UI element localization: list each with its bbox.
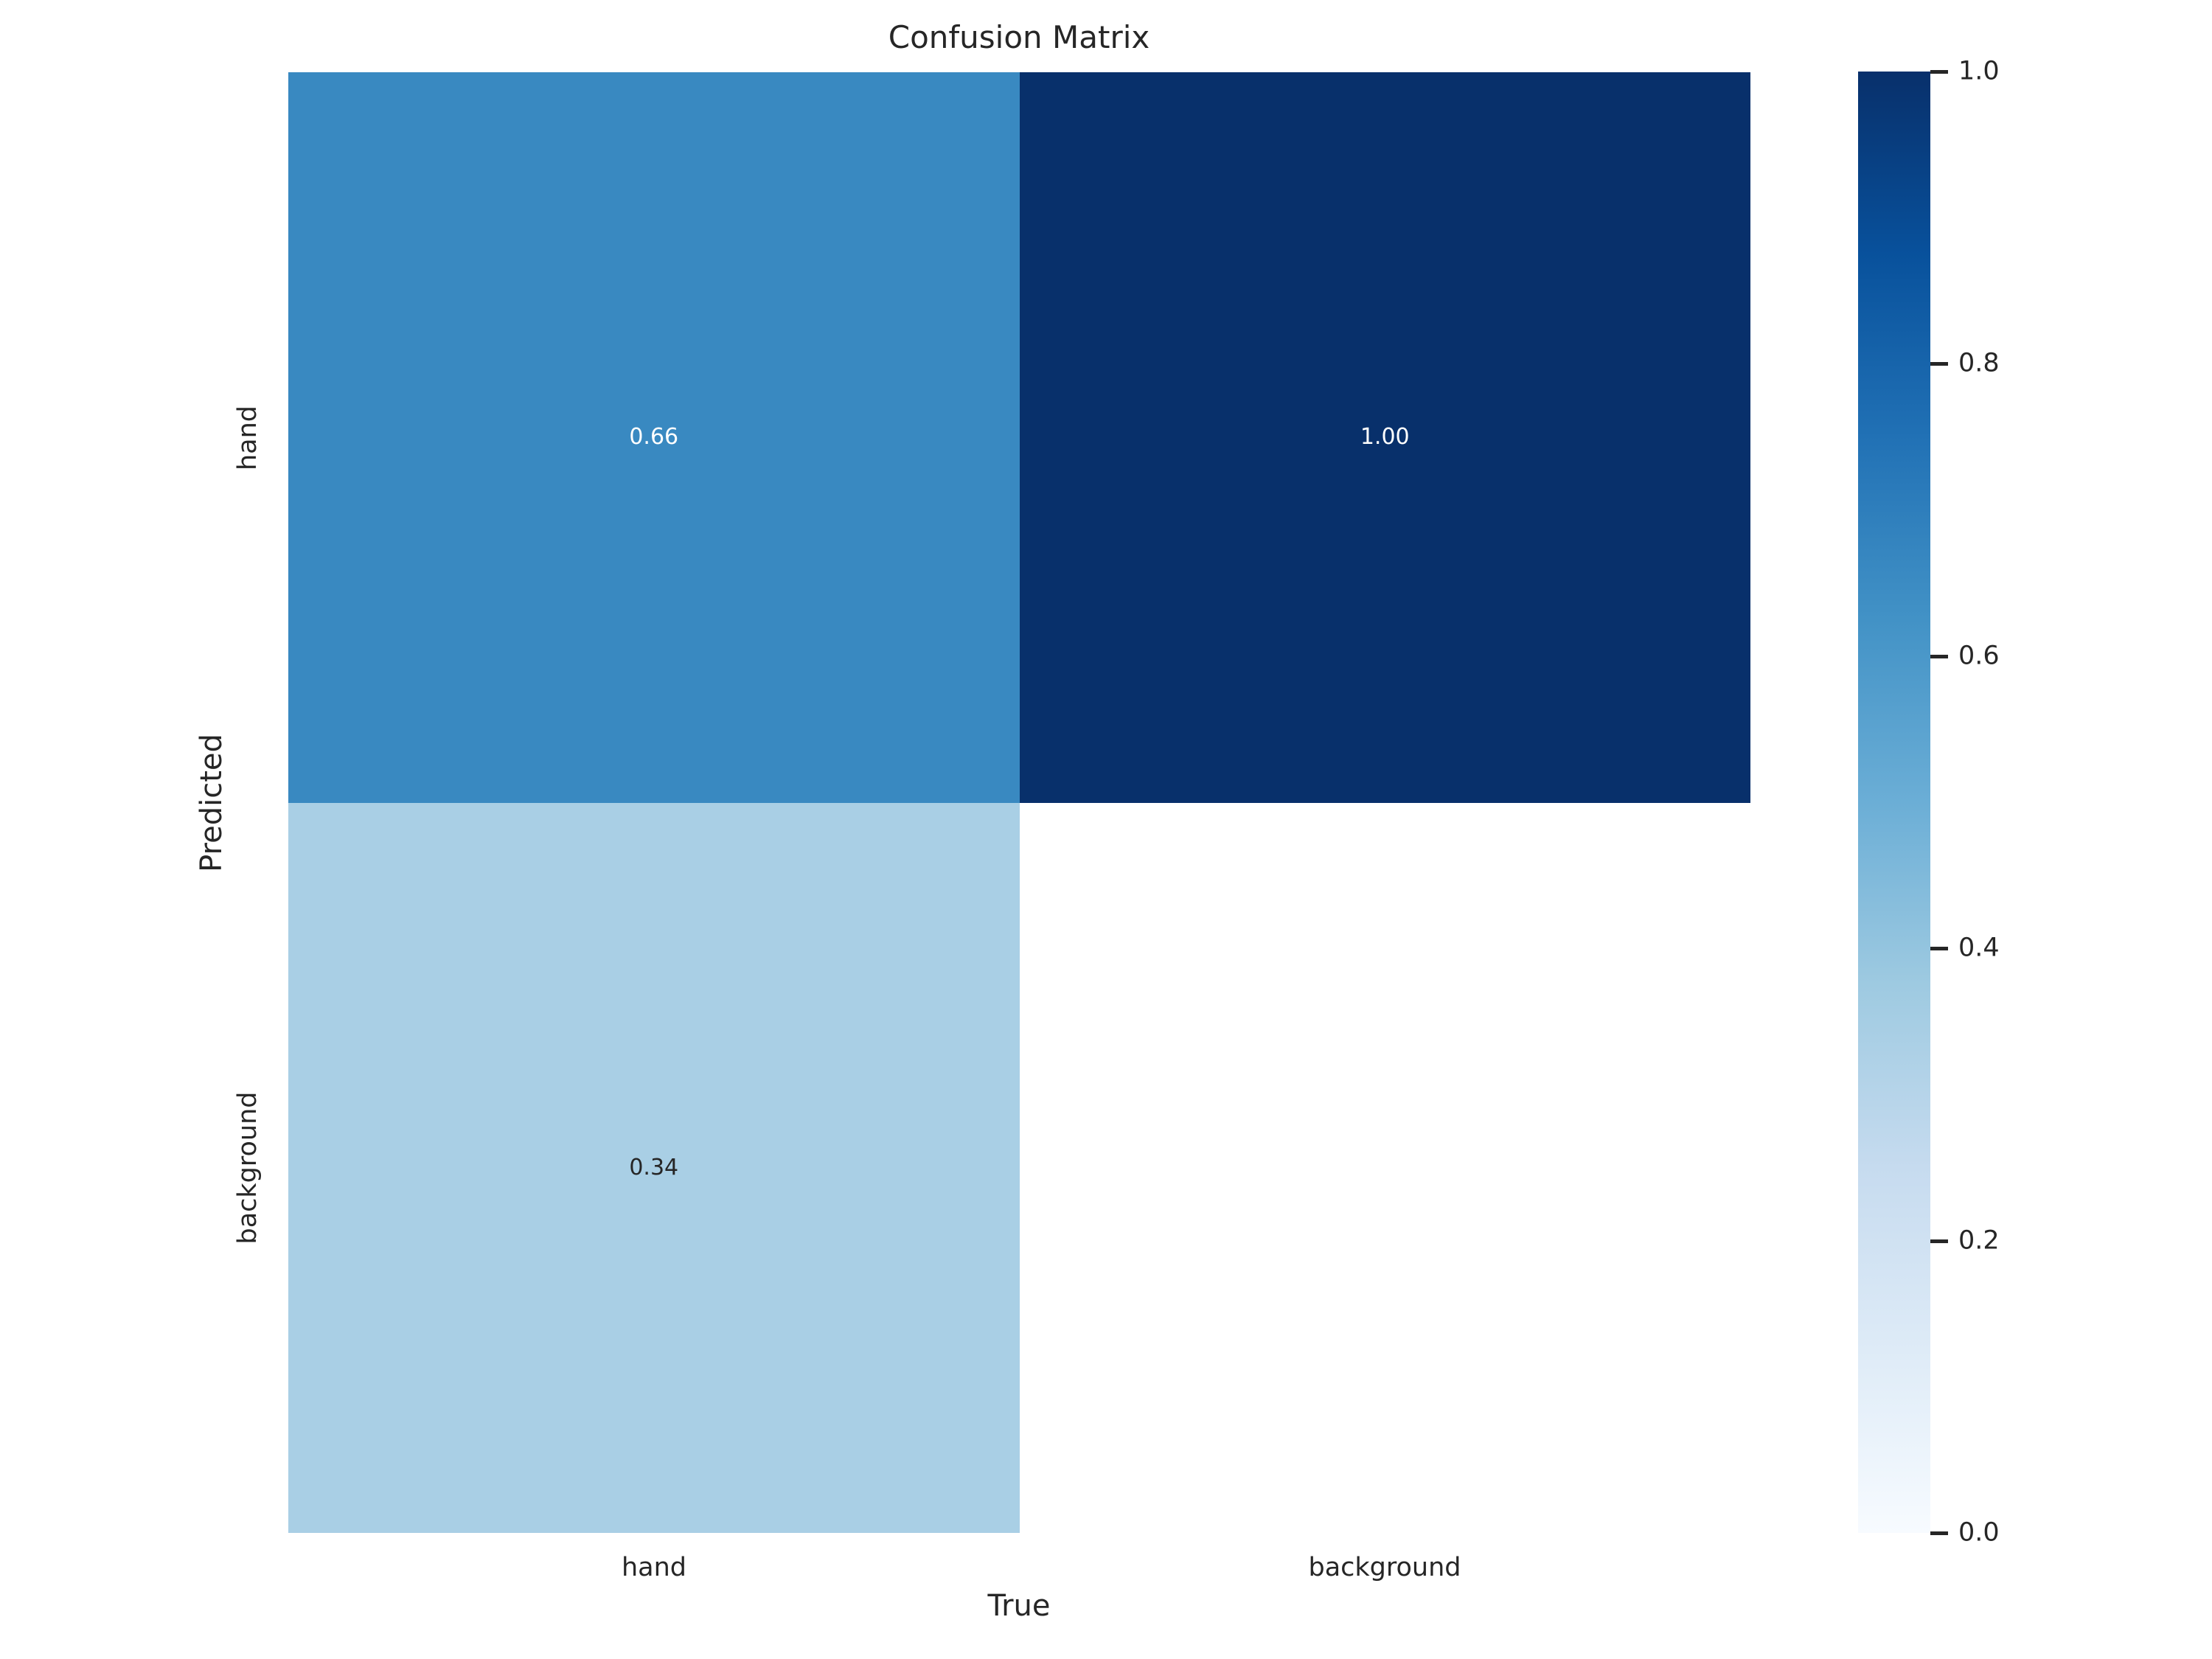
colorbar-tick-label: 0.8 — [1958, 348, 2000, 378]
colorbar-tick-label: 1.0 — [1958, 56, 2000, 86]
colorbar-tick-mark — [1930, 1239, 1948, 1243]
heatmap-cell-background-hand: 0.34 — [288, 802, 1020, 1533]
colorbar-tick-label: 0.6 — [1958, 641, 2000, 671]
y-tick-label-hand: hand — [233, 405, 262, 471]
cell-value-label: 0.66 — [629, 424, 679, 451]
x-tick-label-hand: hand — [621, 1553, 687, 1582]
heatmap: 0.66 1.00 0.34 — [288, 72, 1750, 1533]
x-tick-label-background: background — [1308, 1553, 1461, 1582]
colorbar-ticks: 1.0 0.8 0.6 0.4 0.2 0.0 — [1858, 58, 2079, 1545]
y-tick-label-background: background — [233, 1091, 262, 1245]
y-axis-label: Predicted — [195, 734, 229, 872]
colorbar-gradient — [1858, 72, 1930, 1533]
colorbar-tick-mark — [1930, 362, 1948, 366]
colorbar-tick-mark — [1930, 1531, 1948, 1535]
heatmap-cell-background-background — [1019, 802, 1750, 1533]
cell-value-label: 0.34 — [629, 1154, 679, 1180]
heatmap-cell-hand-background: 1.00 — [1019, 72, 1750, 803]
colorbar-tick-label: 0.0 — [1958, 1517, 2000, 1548]
cell-value-label: 1.00 — [1360, 424, 1410, 451]
chart-title: Confusion Matrix — [888, 19, 1150, 55]
colorbar-tick-mark — [1930, 654, 1948, 658]
colorbar-tick-label: 0.2 — [1958, 1225, 2000, 1256]
colorbar-tick-mark — [1930, 70, 1948, 74]
colorbar-tick-mark — [1930, 947, 1948, 951]
heatmap-cell-hand-hand: 0.66 — [288, 72, 1020, 803]
colorbar-tick-label: 0.4 — [1958, 933, 2000, 963]
x-axis-label: True — [987, 1589, 1051, 1623]
